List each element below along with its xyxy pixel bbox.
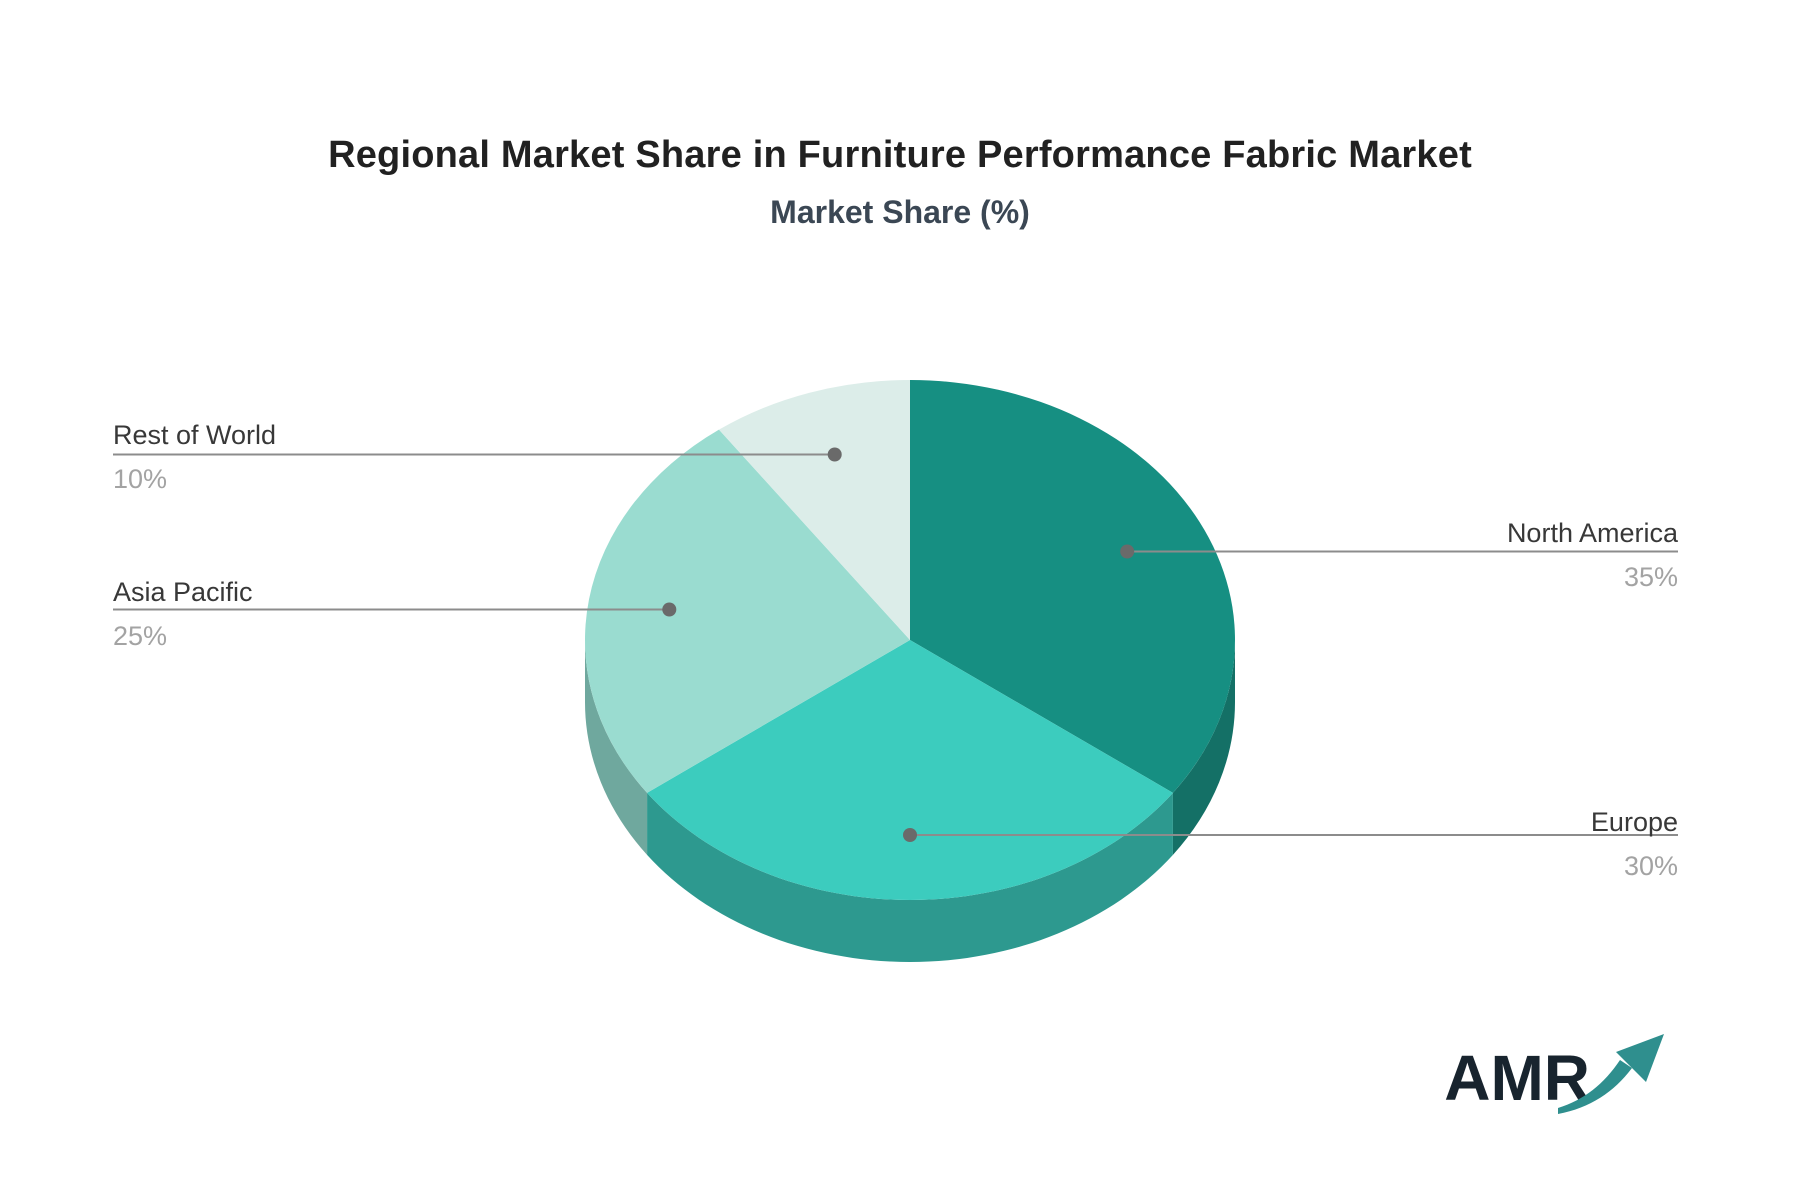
callout-label: North America <box>1506 518 1678 548</box>
callout-anchor-dot-rest-of-world <box>827 447 842 462</box>
pie-slice-side-north-america <box>1172 640 1235 855</box>
callout-value: 10% <box>113 464 168 494</box>
callout-label: Asia Pacific <box>113 577 253 607</box>
callout-value: 25% <box>113 621 168 651</box>
callout-anchor-dot-europe <box>903 828 917 842</box>
trending-up-arrow-icon <box>1558 1034 1664 1114</box>
amr-logo-text: AMR <box>1444 1042 1590 1114</box>
callout-value: 30% <box>1623 851 1678 881</box>
callout-rest-of-world: Rest of World 10% <box>113 419 276 495</box>
pie-slice-north-america[interactable] <box>910 380 1235 793</box>
chart-subtitle: Market Share (%) <box>770 194 1030 230</box>
callout-label: Europe <box>1590 807 1678 837</box>
chart-title: Regional Market Share in Furniture Perfo… <box>328 134 1472 176</box>
pie-slice-rest-of-world[interactable] <box>718 380 910 640</box>
callout-value: 35% <box>1623 562 1678 592</box>
callout-anchor-dot-north-america <box>1120 544 1135 559</box>
callout-europe: Europe 30% <box>1591 806 1678 882</box>
pie-slice-side-europe <box>647 792 1173 962</box>
amr-logo: AMR <box>1444 1034 1668 1118</box>
callout-north-america: North America 35% <box>1507 517 1678 593</box>
callout-label: Rest of World <box>113 420 277 450</box>
callout-anchor-dot-asia-pacific <box>662 602 677 617</box>
pie-slice-side-asia-pacific <box>585 640 648 855</box>
pie-slice-asia-pacific[interactable] <box>585 429 910 793</box>
callout-asia-pacific: Asia Pacific 25% <box>113 576 253 652</box>
